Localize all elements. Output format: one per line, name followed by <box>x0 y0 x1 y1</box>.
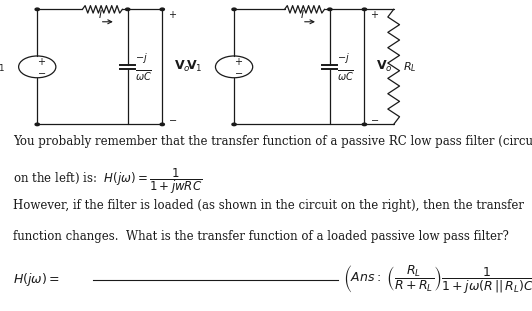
Circle shape <box>362 8 367 11</box>
Text: However, if the filter is loaded (as shown in the circuit on the right), then th: However, if the filter is loaded (as sho… <box>13 199 525 212</box>
Text: $\mathit{-j}$: $\mathit{-j}$ <box>337 51 350 65</box>
Text: You probably remember that the transfer function of a passive RC low pass filter: You probably remember that the transfer … <box>13 135 532 148</box>
Text: +: + <box>168 10 176 20</box>
Text: $\mathbf{V}_o$: $\mathbf{V}_o$ <box>174 59 190 74</box>
Text: R: R <box>301 0 309 2</box>
Text: on the left) is:  $H(j\omega) = \dfrac{1}{1+jwRC}$: on the left) is: $H(j\omega) = \dfrac{1}… <box>13 166 203 196</box>
Circle shape <box>160 123 164 126</box>
Text: function changes.  What is the transfer function of a loaded passive low pass fi: function changes. What is the transfer f… <box>13 230 509 243</box>
Text: $\mathbf{V}_o$: $\mathbf{V}_o$ <box>376 59 393 74</box>
Text: $-$: $-$ <box>370 114 379 124</box>
Circle shape <box>232 8 236 11</box>
Text: $-$: $-$ <box>168 114 177 124</box>
Text: +: + <box>37 57 46 67</box>
Circle shape <box>232 123 236 126</box>
Text: +: + <box>234 57 243 67</box>
Text: I: I <box>301 10 303 20</box>
Text: $\overline{\omega C}$: $\overline{\omega C}$ <box>135 68 152 83</box>
Text: +: + <box>370 10 378 20</box>
Circle shape <box>328 8 332 11</box>
Circle shape <box>35 8 39 11</box>
Circle shape <box>160 8 164 11</box>
Text: $-$: $-$ <box>234 67 243 77</box>
Text: $\overline{\omega C}$: $\overline{\omega C}$ <box>337 68 354 83</box>
Text: $R_L$: $R_L$ <box>403 60 417 74</box>
Text: $\mathit{-j}$: $\mathit{-j}$ <box>135 51 147 65</box>
Text: $-$: $-$ <box>37 67 46 77</box>
Circle shape <box>362 123 367 126</box>
Text: $\mathbf{V}_1$: $\mathbf{V}_1$ <box>0 59 5 74</box>
Text: $\left(\mathit{Ans:}\;\left(\dfrac{R_L}{R+R_L}\right)\dfrac{1}{1+j\omega(R\,||\,: $\left(\mathit{Ans:}\;\left(\dfrac{R_L}{… <box>343 264 532 296</box>
Text: $H(j\omega) =$: $H(j\omega) =$ <box>13 272 60 288</box>
Circle shape <box>126 8 130 11</box>
Circle shape <box>35 123 39 126</box>
Text: R: R <box>98 0 106 2</box>
Text: I: I <box>98 10 101 20</box>
Text: $\mathbf{V}_1$: $\mathbf{V}_1$ <box>186 59 202 74</box>
